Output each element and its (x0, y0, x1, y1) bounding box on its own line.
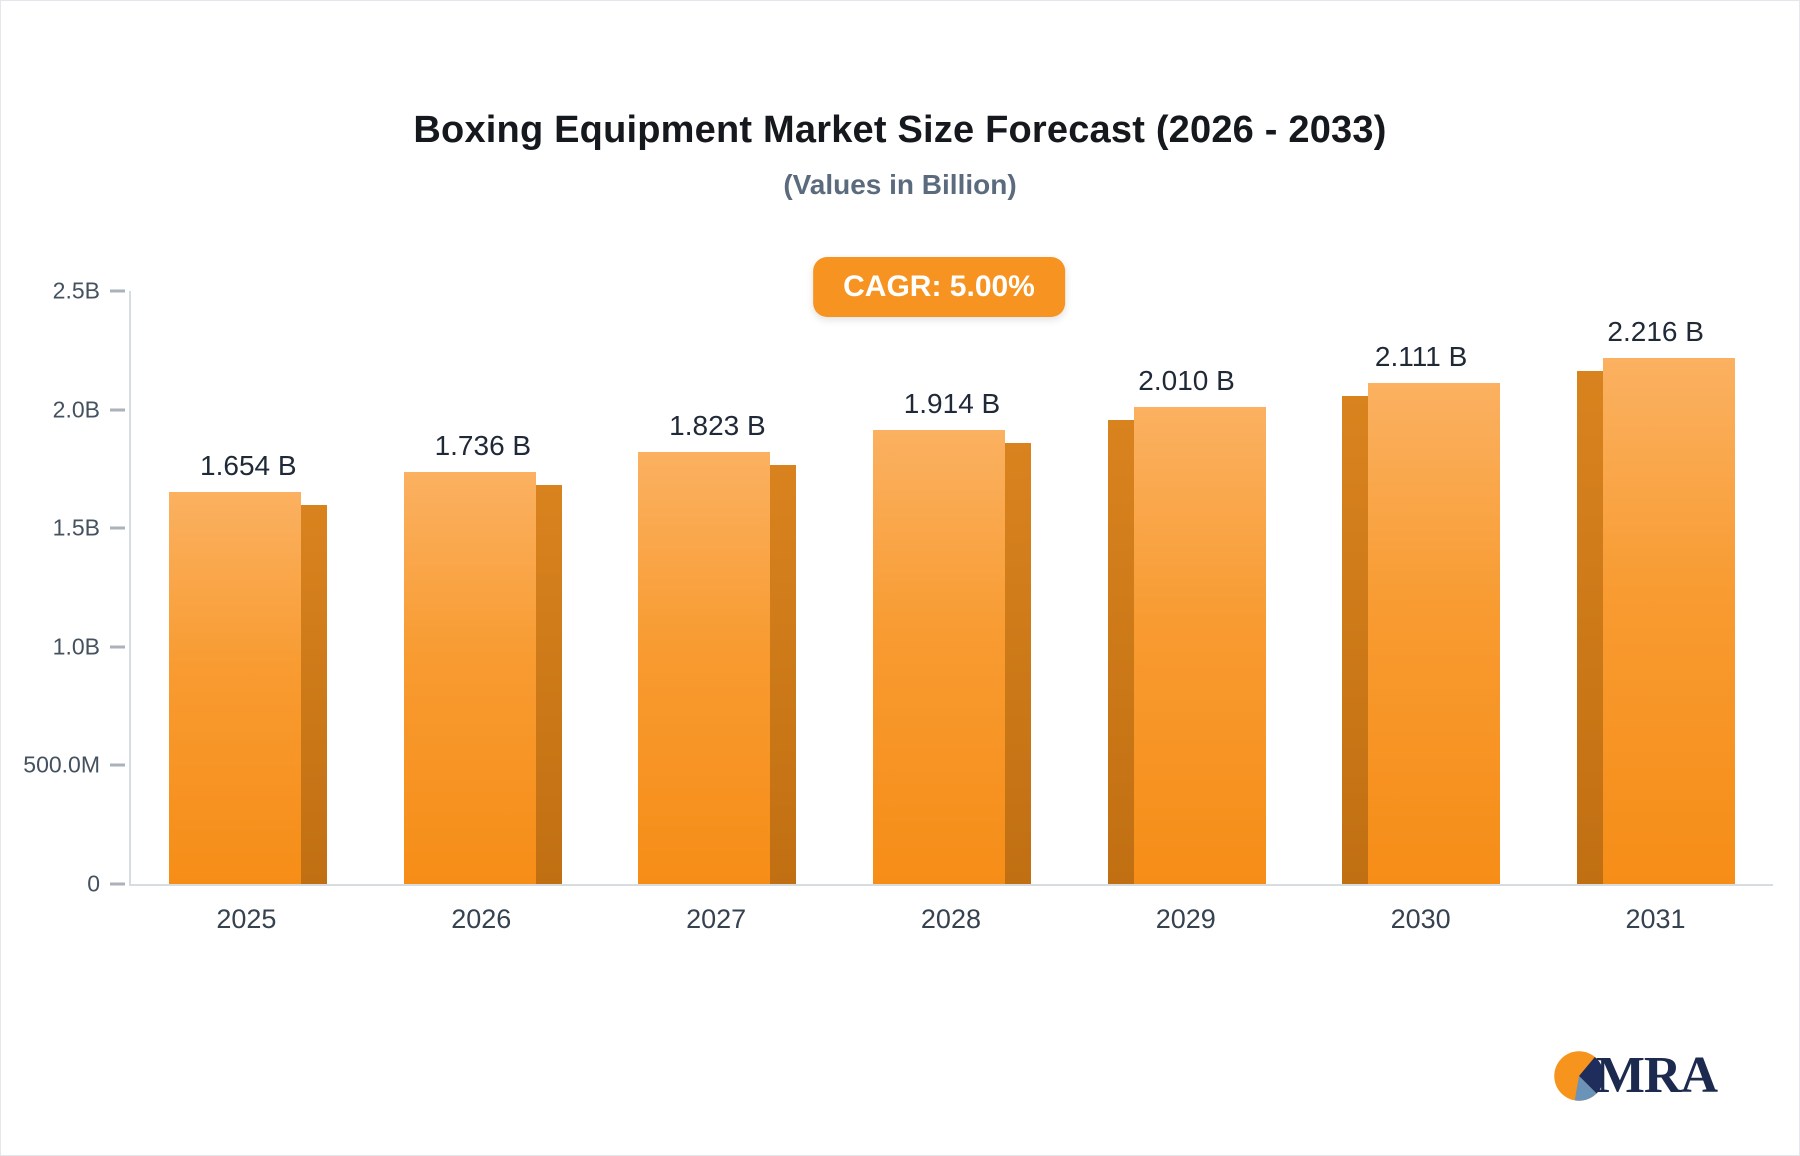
y-axis-tick: 2.5B (53, 278, 125, 305)
bar-2027 (638, 451, 797, 885)
bar-2028 (872, 430, 1031, 884)
bar-2025 (169, 491, 328, 885)
logo-text: MRA (1595, 1047, 1718, 1104)
x-axis-labels: 2025 2026 2027 2028 2029 2030 2031 (129, 904, 1773, 935)
x-axis-label: 2029 (1155, 904, 1216, 934)
bar-value-label: 2.010 B (1138, 365, 1235, 397)
y-axis-tick: 2.0B (53, 396, 125, 423)
bar-column: 1.654 B (169, 291, 328, 885)
bar-value-label: 1.823 B (669, 409, 766, 441)
bar-value-label: 2.216 B (1607, 316, 1704, 348)
x-axis-label: 2025 (216, 904, 277, 934)
y-tick-mark (110, 408, 125, 412)
bar-value-label: 2.111 B (1374, 341, 1468, 373)
y-axis-tick: 1.0B (53, 633, 125, 660)
y-tick-mark (110, 763, 125, 767)
y-tick-label: 2.0B (52, 396, 100, 423)
plot-area: 2.5B 2.0B 1.5B 1.0B 500.0M 0 1.654 B 1.736 B 1.… (23, 278, 1773, 897)
bar-column: 1.914 B (872, 291, 1031, 884)
y-tick-mark (110, 645, 125, 649)
cagr-badge: CAGR: 5.00% (813, 257, 1065, 317)
chart-title: Boxing Equipment Market Size Forecast (2… (413, 109, 1387, 151)
x-axis-label: 2027 (686, 904, 747, 934)
bars-area: 1.654 B 1.736 B 1.823 B 1.914 B 2.010 B 2.111… (131, 291, 1773, 885)
y-tick-mark (110, 289, 125, 293)
bar-column: 2.111 B (1342, 291, 1501, 884)
logo-pie-icon (1554, 1051, 1604, 1101)
y-tick-mark (110, 882, 125, 886)
y-tick-label: 1.5B (52, 514, 100, 541)
y-tick-label: 1.0B (52, 633, 100, 660)
x-axis-label: 2028 (920, 904, 981, 934)
y-tick-label: 500.0M (23, 751, 100, 778)
logo: MRA (1552, 1047, 1718, 1104)
bar-2026 (403, 472, 562, 884)
bar-2030 (1342, 383, 1501, 884)
bar-value-label: 1.914 B (903, 388, 1001, 419)
bar-column: 1.823 B (638, 291, 797, 885)
bar-value-label: 1.654 B (200, 449, 297, 481)
y-tick-label: 0 (87, 870, 100, 897)
y-axis-tick: 1.5B (53, 515, 125, 542)
x-axis-label: 2026 (451, 904, 512, 934)
y-tick-label: 2.5B (52, 277, 100, 304)
bar-2031 (1576, 358, 1735, 884)
y-tick-mark (110, 526, 125, 530)
bar-value-label: 1.736 B (434, 430, 532, 462)
x-axis-label: 2031 (1625, 904, 1686, 934)
bar-2029 (1107, 407, 1266, 884)
y-axis-tick: 500.0M (23, 752, 125, 779)
bar-column: 2.010 B (1107, 291, 1266, 884)
x-axis-label: 2030 (1390, 904, 1451, 934)
bar-column: 1.736 B (403, 291, 562, 884)
y-axis-tick: 0 (87, 871, 125, 898)
chart-subtitle: (Values in Billion) (783, 169, 1017, 200)
bar-column: 2.216 B (1576, 291, 1735, 884)
